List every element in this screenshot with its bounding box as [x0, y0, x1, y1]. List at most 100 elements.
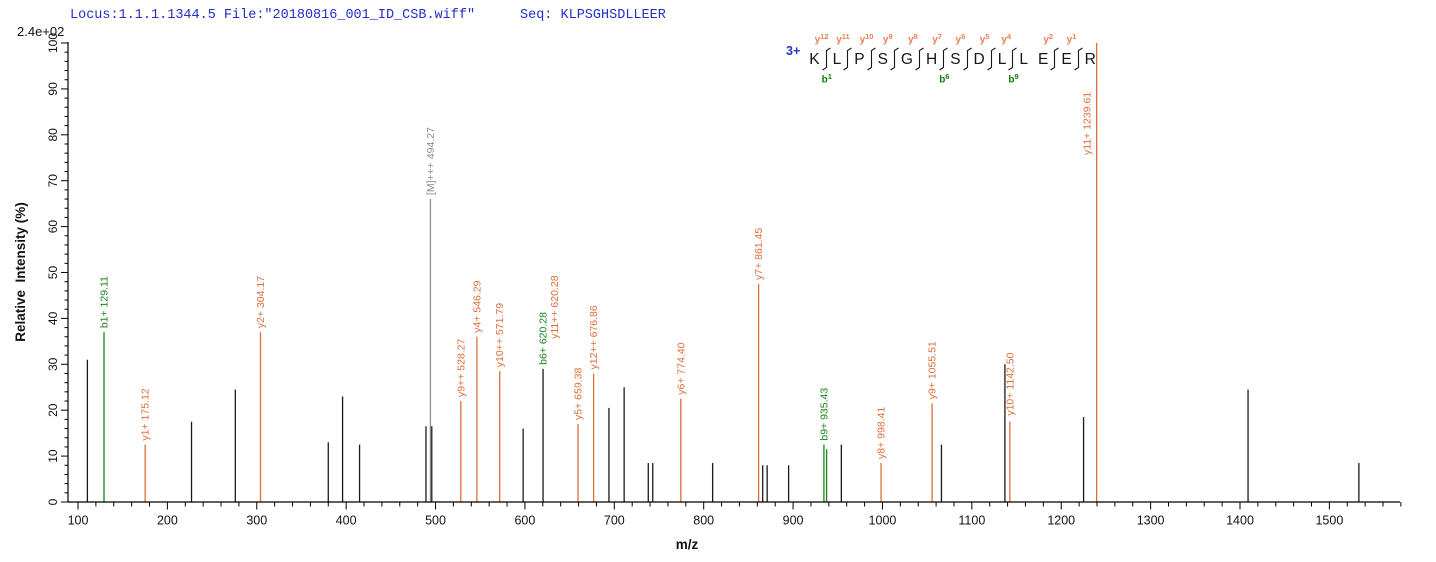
residue-gap — [1029, 60, 1037, 70]
x-tick-label: 200 — [157, 514, 178, 528]
locus-file-label: Locus:1.1.1.1344.5 File:"20180816_001_ID… — [70, 8, 476, 23]
residue-9-L: L — [997, 51, 1007, 68]
x-tick-label: 500 — [425, 514, 446, 528]
peak-label-y4+: y4+ 546.29 — [471, 280, 483, 332]
y-tick-label: 30 — [46, 357, 60, 371]
x-tick-label: 1400 — [1226, 514, 1254, 528]
peak-label-y11++: y11++ 620.28 — [549, 275, 561, 339]
residue-2-L: L — [832, 51, 842, 68]
y-tick-label: 90 — [46, 82, 60, 96]
fragmentation-mark-8: y5 — [980, 32, 996, 71]
peak-label-y6+: y6+ 774.40 — [675, 342, 687, 394]
peak-label-b1+: b1+ 129.11 — [99, 276, 111, 328]
x-tick-label: 800 — [693, 514, 714, 528]
x-axis-title: m/z — [676, 537, 699, 552]
y-ion-label-y11: y11 — [836, 32, 850, 46]
fragmentation-mark-12: y1 — [1067, 32, 1083, 71]
fragmentation-mark-7: y6 — [956, 32, 972, 71]
peak-label-y2+: y2+ 304.17 — [255, 276, 267, 328]
peak-labels: b1+ 129.11 y1+ 175.12 y2+ 304.17 [M]+++ 494… — [99, 92, 1094, 459]
cleavage-bracket-icon — [843, 47, 853, 71]
y-ion-label-y9: y9 — [882, 32, 893, 46]
sequence-header-label: Seq: KLPSGHSDLLEER — [520, 8, 666, 23]
peaks — [86, 43, 1360, 502]
cleavage-bracket-icon — [962, 47, 972, 71]
x-tick-label: 1000 — [869, 514, 897, 528]
peak-label-y9+: y9+ 1055.51 — [927, 341, 939, 399]
residue-5-G: G — [900, 51, 913, 68]
peak-label-y10+: y10+ 1142.50 — [1004, 352, 1016, 415]
cleavage-bracket-icon — [890, 47, 899, 71]
fragmentation-mark-5: y8 — [908, 32, 924, 71]
x-tick-label: 700 — [604, 514, 625, 528]
residue-11-E: E — [1037, 51, 1049, 68]
cleavage-bracket-icon — [1073, 47, 1083, 71]
y-axis-title: Relative Intensity (%) — [13, 202, 28, 342]
fragmentation-mark-3: y10 — [860, 32, 876, 71]
y-axis-ticks — [61, 42, 68, 503]
peak-label-y12++: y12++ 676.86 — [588, 305, 600, 369]
peak-label-b9+: b9+ 935.43 — [818, 388, 830, 441]
peak-label-y5+: y5+ 659.38 — [573, 368, 585, 420]
y-tick-label: 50 — [46, 266, 60, 280]
peak-label-y1+: y1+ 175.12 — [140, 388, 152, 440]
axes — [67, 42, 1400, 503]
x-tick-label: 600 — [514, 514, 535, 528]
residue-3-P: P — [854, 51, 865, 68]
y-tick-label: 60 — [46, 220, 60, 234]
b-ion-label-b6: b6 — [939, 71, 950, 86]
fragmentation-mark-1: y12 b1 — [815, 32, 832, 85]
x-tick-label: 1200 — [1047, 514, 1075, 528]
y-ion-label-y5: y5 — [979, 32, 990, 46]
fragmentation-mark-9: y4 b9 — [1001, 32, 1018, 85]
fragmentation-mark-4: y9 — [883, 32, 899, 71]
peak-label-[M]+++: [M]+++ 494.27 — [425, 127, 437, 195]
y-tick-labels: 0 10 20 30 40 50 60 70 80 90 100 — [46, 33, 60, 506]
peak-label-b6+: b6+ 620.28 — [538, 312, 550, 365]
peak-label-y8+: y8+ 998.41 — [876, 407, 888, 459]
fragmentation-mark-11: y2 — [1043, 32, 1060, 71]
base-peak-intensity-label: 2.4e+02 — [17, 24, 65, 39]
residue-6-H: H — [925, 51, 938, 68]
peak-label-y10++: y10++ 571.79 — [494, 303, 506, 367]
y-tick-label: 80 — [46, 128, 60, 142]
x-axis-ticks — [77, 502, 1402, 510]
residue-7-S: S — [950, 51, 961, 68]
x-tick-labels: 100 200 300 400 500 600 700 800 900 1000 1100 1200 1… — [68, 514, 1344, 528]
x-tick-label: 900 — [783, 514, 804, 528]
y-tick-label: 20 — [46, 403, 60, 417]
x-tick-label: 1300 — [1137, 514, 1165, 528]
residue-8-D: D — [973, 51, 985, 68]
peak-label-y7+: y7+ 861.45 — [753, 228, 765, 280]
cleavage-bracket-icon — [1008, 47, 1018, 71]
residue-13-R: R — [1084, 51, 1096, 68]
peak-label-y9++: y9++ 528.27 — [455, 338, 467, 397]
b-ion-label-b1: b1 — [821, 71, 832, 86]
y-tick-label: 70 — [46, 174, 60, 188]
fragmentation-mark-6: y7 b6 — [932, 32, 949, 85]
residue-10-L: L — [1019, 51, 1028, 68]
x-tick-label: 1100 — [958, 514, 985, 528]
precursor-charge-label: 3+ — [786, 44, 801, 58]
y-tick-label: 10 — [46, 449, 60, 463]
cleavage-bracket-icon — [939, 47, 948, 71]
x-tick-label: 400 — [336, 514, 357, 528]
y-ion-label-y4: y4 — [1001, 32, 1012, 46]
cleavage-bracket-icon — [821, 47, 831, 71]
y-ion-label-y10: y10 — [859, 32, 874, 46]
y-ion-label-y7: y7 — [932, 32, 942, 46]
cleavage-bracket-icon — [986, 47, 996, 71]
y-ion-label-y6: y6 — [955, 32, 966, 46]
x-tick-label: 100 — [68, 514, 89, 528]
y-tick-label: 0 — [46, 498, 60, 505]
residue-12-E: E — [1061, 51, 1072, 68]
y-tick-label: 100 — [46, 33, 60, 53]
residue-1-K: K — [809, 51, 820, 68]
b-ion-label-b9: b9 — [1008, 71, 1019, 86]
residue-4-S: S — [877, 51, 888, 68]
y-ion-label-y12: y12 — [814, 32, 829, 46]
